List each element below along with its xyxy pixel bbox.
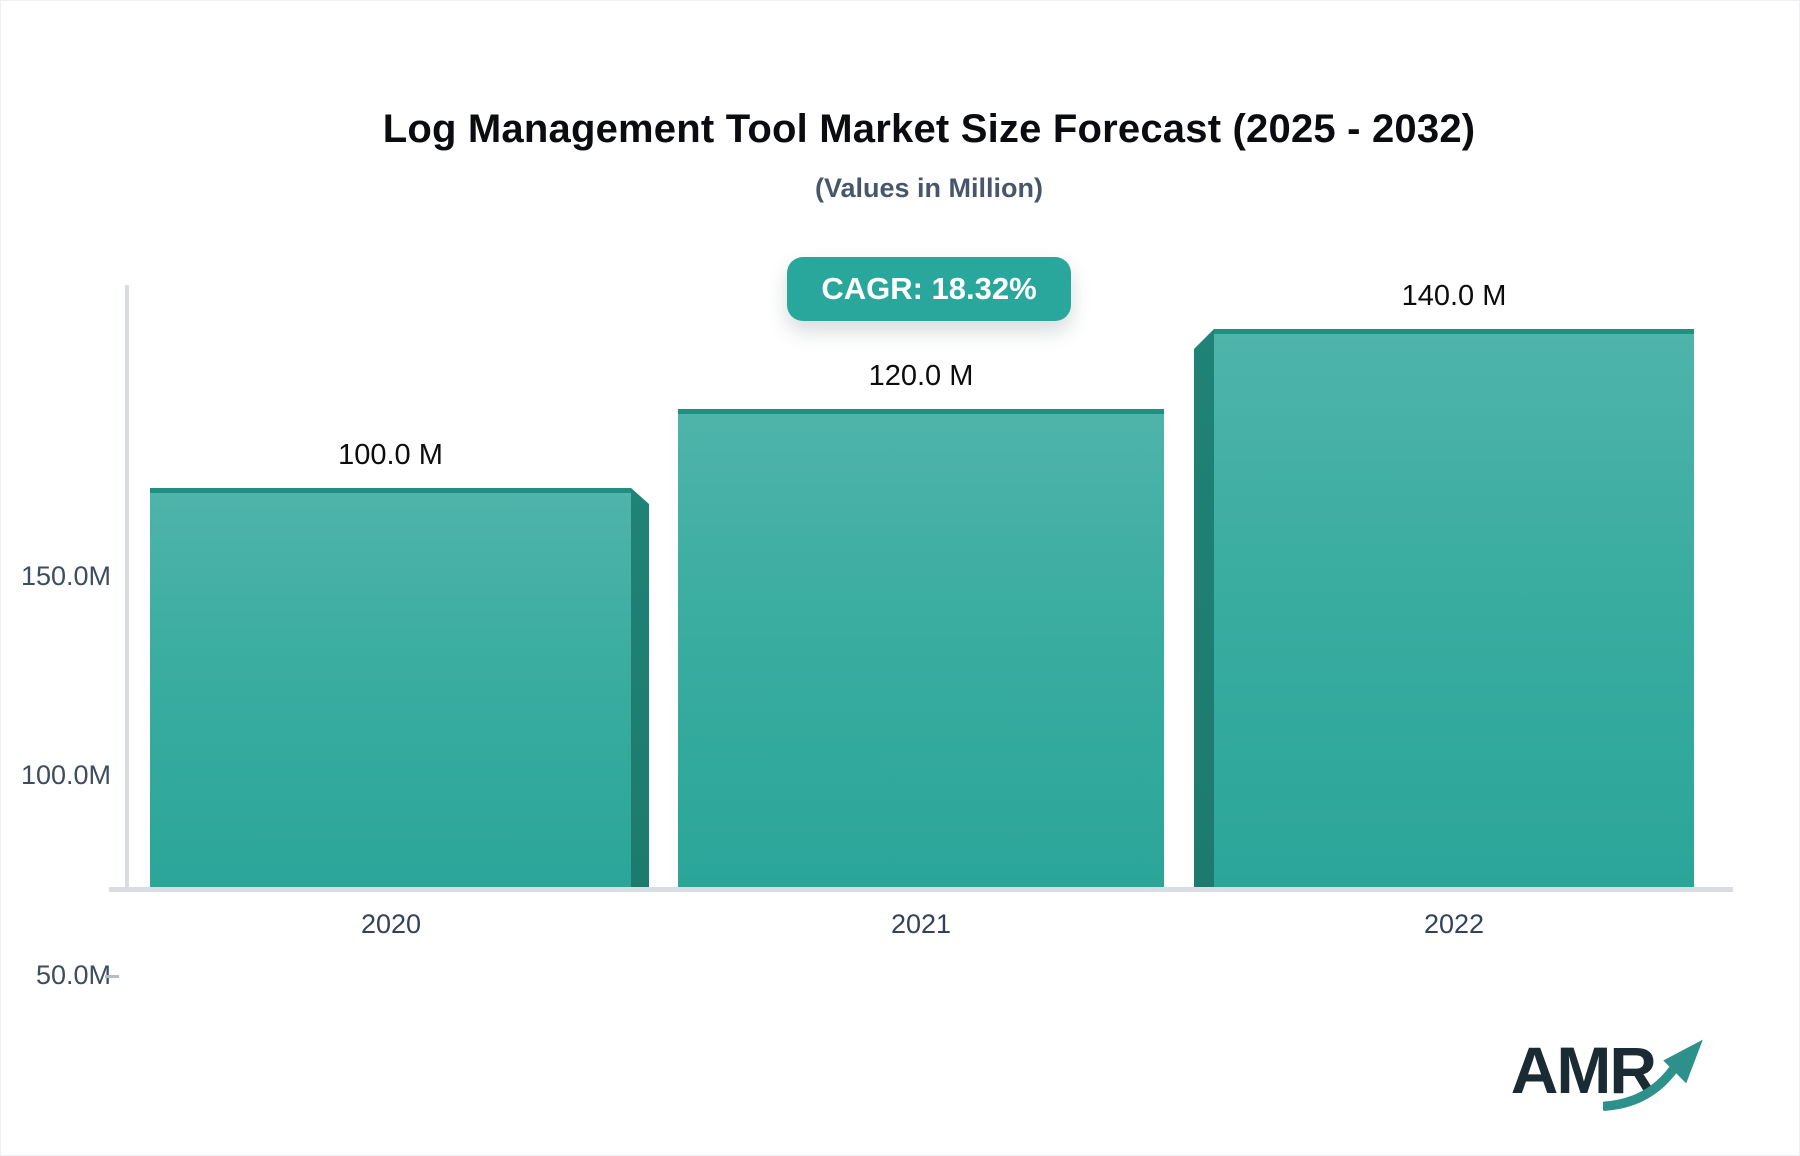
y-axis-tick-mark-50 [105, 975, 119, 978]
bar-2022-front-face [1214, 329, 1694, 887]
bar-2022: 140.0 M [1194, 280, 1694, 887]
x-axis-line [109, 887, 1733, 892]
bar-2021: 120.0 M [678, 289, 1164, 887]
chart-subtitle: (Values in Million) [814, 173, 1044, 203]
x-axis-label-2022: 2022 [1423, 909, 1485, 939]
bar-2021-front-face [678, 409, 1164, 887]
plot-area: 150.0M 100.0M 50.0M 0 100.0 M 120.0 M 14… [21, 280, 1733, 990]
title-wrap: Log Management Tool Market Size Forecast… [125, 107, 1733, 152]
x-axis-label-2021: 2021 [890, 909, 952, 939]
cagr-badge: CAGR: 18.32% [787, 257, 1071, 321]
x-axis-label-2020: 2020 [360, 909, 422, 939]
bar-value-label-2020: 100.0 M [338, 439, 443, 471]
amr-logo: AMR [1510, 1033, 1707, 1111]
amr-logo-text: AMR [1510, 1033, 1657, 1107]
chart-title: Log Management Tool Market Size Forecast… [382, 107, 1476, 151]
trending-up-arrow-icon [1603, 1039, 1703, 1111]
bar-value-label-2022: 140.0 M [1401, 280, 1507, 312]
bar-value-label-2021: 120.0 M [868, 360, 974, 392]
subtitle-wrap: (Values in Million) [125, 173, 1733, 204]
cagr-badge-wrap: CAGR: 18.32% [125, 257, 1733, 321]
y-axis-tick-label-150: 150.0M [20, 561, 111, 591]
bar-2020: 100.0 M [150, 289, 649, 887]
y-axis-line [125, 285, 129, 889]
y-axis-tick-label-100: 100.0M [20, 760, 111, 790]
bar-2022-side-face [1194, 329, 1214, 887]
y-axis-tick-label-50: 50.0M [35, 960, 111, 990]
bar-2020-front-face [150, 488, 631, 887]
bar-2020-side-face [631, 488, 649, 887]
